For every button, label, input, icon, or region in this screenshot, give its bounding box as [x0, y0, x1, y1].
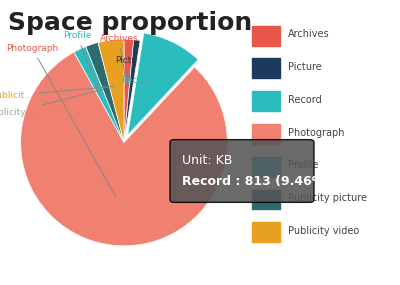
Wedge shape — [124, 39, 134, 142]
Text: Photograph: Photograph — [6, 44, 116, 196]
Text: Record: Record — [288, 95, 322, 105]
Text: Profile: Profile — [288, 160, 318, 170]
Wedge shape — [128, 33, 198, 135]
Text: Archives: Archives — [288, 29, 330, 39]
Text: Pictu: Pictu — [116, 56, 138, 84]
Wedge shape — [124, 40, 140, 142]
Text: Photograph: Photograph — [288, 127, 344, 138]
Wedge shape — [98, 39, 124, 142]
Text: Publicit...: Publicit... — [0, 86, 114, 100]
Text: Publicity ...: Publicity ... — [0, 89, 104, 117]
Text: Publicity picture: Publicity picture — [288, 193, 367, 203]
Text: Archives: Archives — [100, 34, 138, 83]
Text: Picture: Picture — [288, 62, 322, 72]
Wedge shape — [86, 42, 124, 142]
Wedge shape — [74, 46, 124, 142]
Text: Space proportion: Space proportion — [8, 11, 252, 35]
Wedge shape — [21, 52, 227, 246]
Text: Unit: KB: Unit: KB — [182, 154, 232, 167]
Text: Record: Record — [121, 76, 152, 85]
Text: Publicity video: Publicity video — [288, 226, 359, 236]
Text: Record : 813 (9.46%): Record : 813 (9.46%) — [182, 175, 330, 188]
Text: Profile: Profile — [63, 31, 99, 89]
